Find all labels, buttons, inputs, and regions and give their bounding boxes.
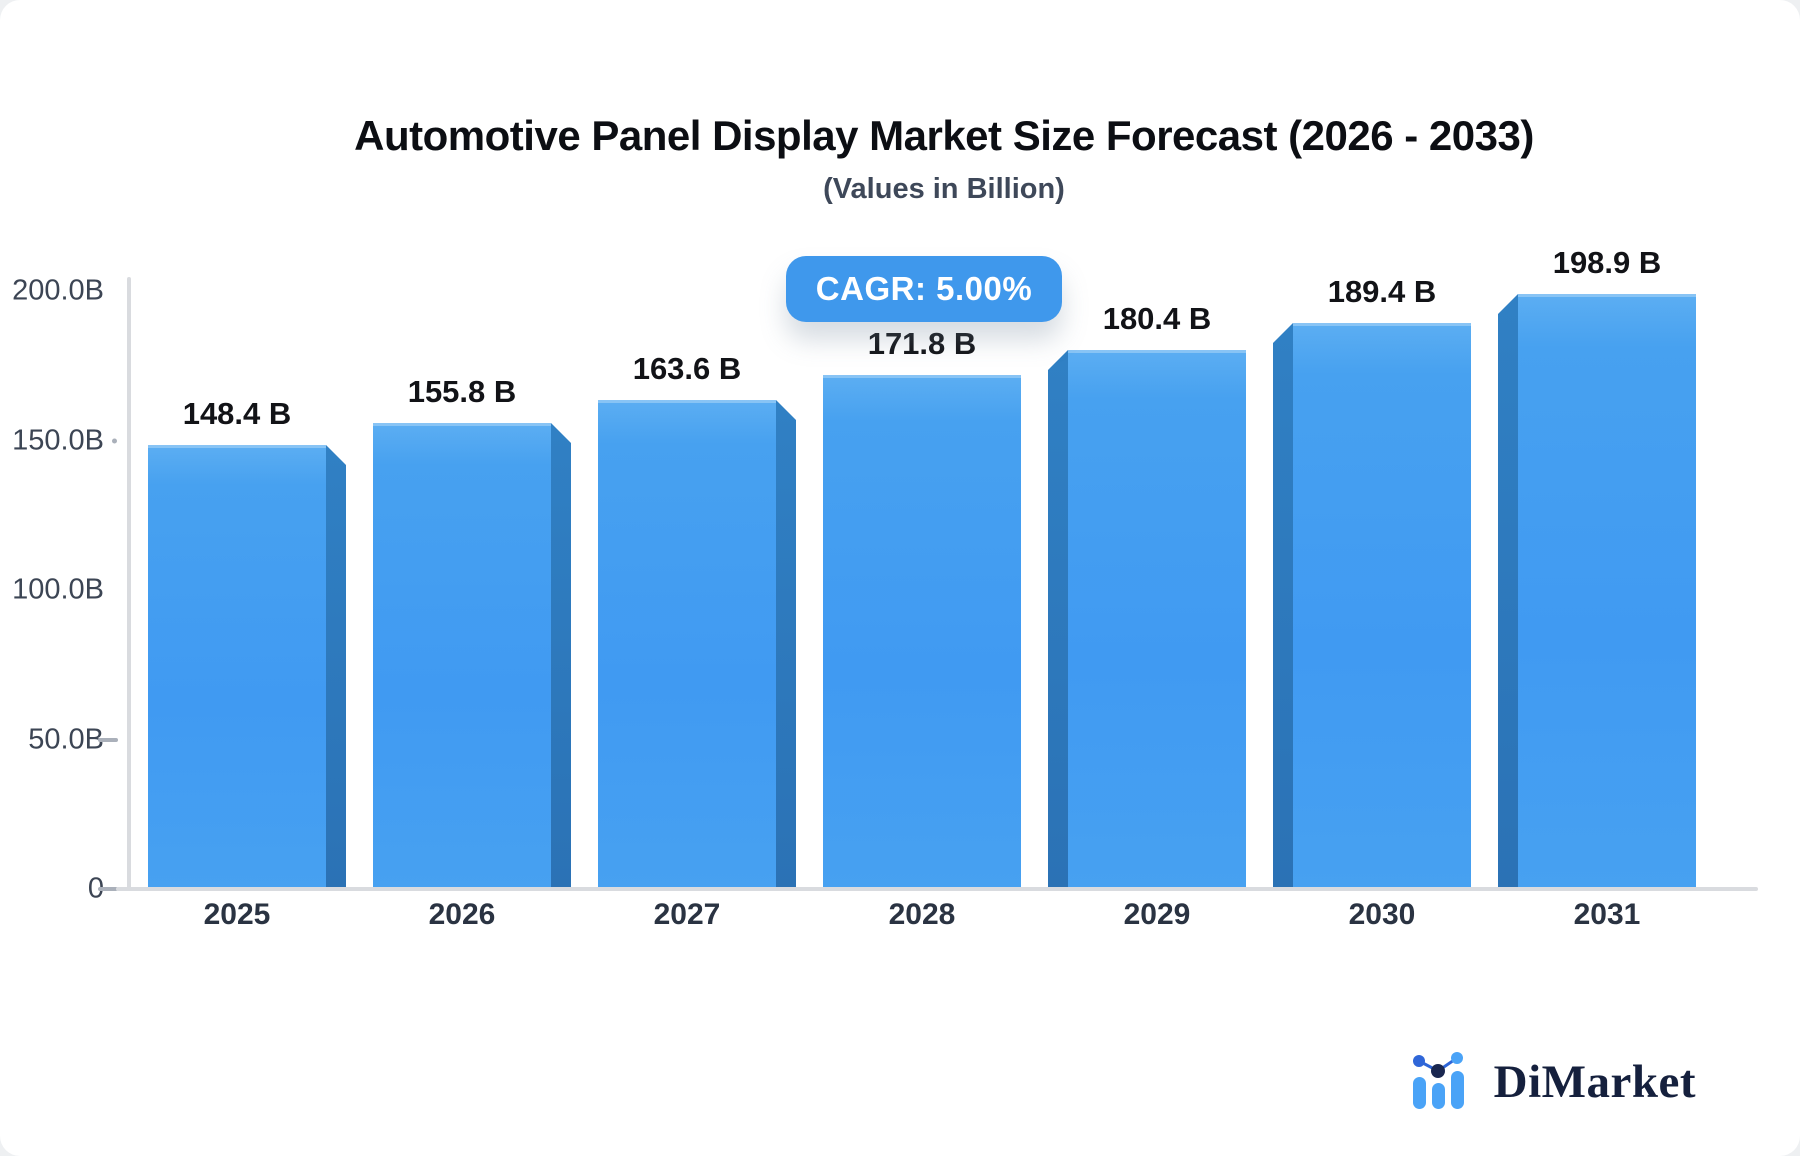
bar-face xyxy=(148,445,326,889)
bar-side-face xyxy=(1048,350,1068,889)
y-tick-label-200.0B: 200.0B xyxy=(12,274,104,307)
x-tick-label-2028: 2028 xyxy=(888,898,956,931)
x-tick-label-2027: 2027 xyxy=(653,898,721,931)
bar-side-face xyxy=(1273,323,1293,889)
bar-face xyxy=(1518,294,1696,889)
bar-value-label-2026: 155.8 B xyxy=(407,374,517,409)
x-tick-label-2031: 2031 xyxy=(1573,898,1641,931)
y-tick-mark xyxy=(98,887,118,891)
bar-value-label-2028: 171.8 B xyxy=(867,326,977,361)
x-tick-label-2030: 2030 xyxy=(1348,898,1416,931)
bar-2028[interactable] xyxy=(823,375,1021,889)
chart-subtitle: (Values in Billion) xyxy=(823,173,1065,205)
y-tick-mark xyxy=(98,737,118,742)
y-tick-mark xyxy=(112,438,117,443)
bar-2029[interactable] xyxy=(1048,350,1246,889)
bar-face xyxy=(1068,350,1246,889)
y-axis-line xyxy=(127,277,131,891)
cagr-badge: CAGR: 5.00% xyxy=(786,256,1062,322)
y-tick-label-0: 0 xyxy=(87,872,104,905)
bar-value-label-2029: 180.4 B xyxy=(1102,301,1212,336)
logo-text: DiMarket xyxy=(1493,1056,1696,1108)
bar-2031[interactable] xyxy=(1498,294,1696,889)
x-tick-label-2025: 2025 xyxy=(203,898,271,931)
bar-2026[interactable] xyxy=(373,423,571,889)
bar-value-label-2025: 148.4 B xyxy=(182,396,292,431)
bar-2027[interactable] xyxy=(598,400,796,889)
bar-2025[interactable] xyxy=(148,445,346,889)
bar-value-label-2030: 189.4 B xyxy=(1327,274,1437,309)
y-tick-label-50.0B: 50.0B xyxy=(28,723,104,755)
bar-face xyxy=(823,375,1021,889)
bar-side-face xyxy=(776,400,796,889)
bar-face xyxy=(1293,323,1471,889)
bar-value-label-2027: 163.6 B xyxy=(632,351,742,386)
chart-title: Automotive Panel Display Market Size For… xyxy=(354,112,1534,159)
logo[interactable]: DiMarket xyxy=(1408,1050,1696,1114)
bar-face xyxy=(598,400,776,889)
x-tick-label-2026: 2026 xyxy=(428,898,496,931)
bar-chart-trend-icon xyxy=(1412,1052,1464,1109)
y-tick-label-100.0B: 100.0B xyxy=(12,573,104,606)
x-tick-label-2029: 2029 xyxy=(1123,898,1191,931)
bar-side-face xyxy=(551,423,571,889)
cagr-badge-label: CAGR: 5.00% xyxy=(815,270,1033,307)
bar-side-face xyxy=(326,445,346,889)
bar-value-label-2031: 198.9 B xyxy=(1552,245,1662,280)
y-tick-label-150.0B: 150.0B xyxy=(12,424,104,456)
bar-2030[interactable] xyxy=(1273,323,1471,889)
x-axis-line xyxy=(116,887,1758,891)
bar-side-face xyxy=(1498,294,1518,889)
bar-face xyxy=(373,423,551,889)
